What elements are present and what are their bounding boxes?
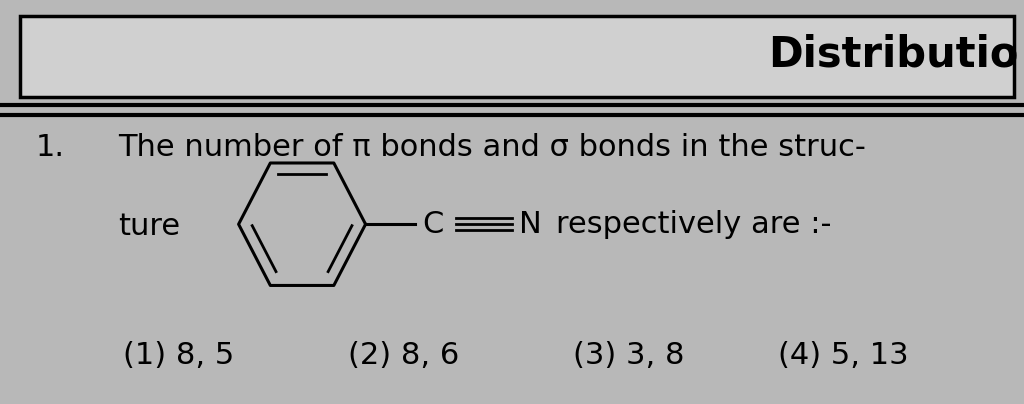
Text: (1) 8, 5: (1) 8, 5 [123, 341, 234, 370]
FancyBboxPatch shape [20, 16, 1014, 97]
Text: Distributio: Distributio [768, 34, 1019, 76]
Text: The number of π bonds and σ bonds in the struc-: The number of π bonds and σ bonds in the… [118, 133, 865, 162]
Text: 1.: 1. [36, 133, 65, 162]
Text: (3) 3, 8: (3) 3, 8 [573, 341, 685, 370]
Text: (4) 5, 13: (4) 5, 13 [778, 341, 909, 370]
Text: C: C [423, 210, 443, 239]
Text: ture: ture [118, 212, 180, 241]
Text: N: N [519, 210, 542, 239]
Text: respectively are :-: respectively are :- [556, 210, 831, 239]
Text: (2) 8, 6: (2) 8, 6 [348, 341, 460, 370]
